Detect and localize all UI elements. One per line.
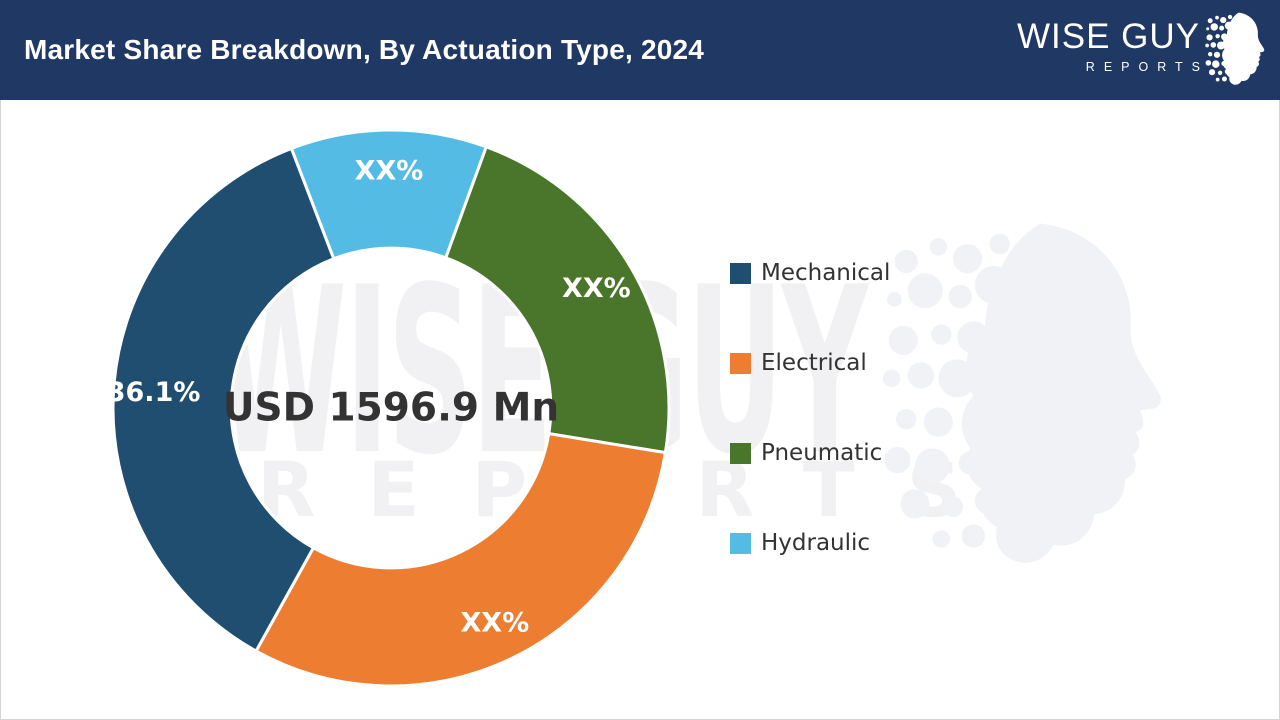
- legend-swatch-mechanical: [730, 262, 751, 284]
- legend-swatch-electrical: [730, 352, 751, 374]
- donut-segment-mechanical: [111, 146, 336, 653]
- legend-item-pneumatic: Pneumatic: [730, 440, 890, 466]
- donut-center-value: USD 1596.9 Mn: [222, 385, 560, 431]
- logo-name: WISE GUY: [1016, 17, 1200, 56]
- legend-swatch-pneumatic: [730, 442, 751, 464]
- wise-guy-reports-logo: WISE GUY REPORTS: [1016, 6, 1266, 94]
- legend-item-electrical: Electrical: [730, 350, 890, 376]
- legend-item-mechanical: Mechanical: [730, 260, 891, 286]
- legend-item-hydraulic: Hydraulic: [730, 530, 890, 556]
- head-dots-logo-icon: [1204, 9, 1266, 87]
- chart-area: WISE GUY REPORTS XX%XX%XX%36.1% USD 1596…: [0, 100, 1280, 720]
- legend-swatch-hydraulic: [730, 532, 751, 554]
- logo-text: WISE GUY REPORTS: [1016, 17, 1200, 75]
- legend: Mechanical Electrical Pneumatic Hydraulic: [730, 260, 891, 622]
- header-bar: Market Share Breakdown, By Actuation Typ…: [0, 0, 1280, 100]
- page-title: Market Share Breakdown, By Actuation Typ…: [24, 34, 705, 65]
- donut-segment-pneumatic: [444, 145, 671, 455]
- segment-label-mechanical: 36.1%: [107, 377, 201, 408]
- legend-label: Hydraulic: [761, 530, 871, 556]
- legend-label: Electrical: [761, 350, 867, 376]
- segment-label-hydraulic: XX%: [355, 155, 424, 186]
- segment-label-electrical: XX%: [460, 608, 529, 639]
- donut-segment-electrical: [254, 432, 667, 688]
- segment-label-pneumatic: XX%: [562, 273, 631, 304]
- legend-label: Pneumatic: [761, 440, 883, 466]
- legend-label: Mechanical: [761, 260, 891, 286]
- head-dots-watermark-icon: [877, 214, 1169, 566]
- donut-chart: XX% XX% XX% 36.1%: [105, 122, 677, 694]
- logo-subtitle: REPORTS: [1085, 60, 1209, 74]
